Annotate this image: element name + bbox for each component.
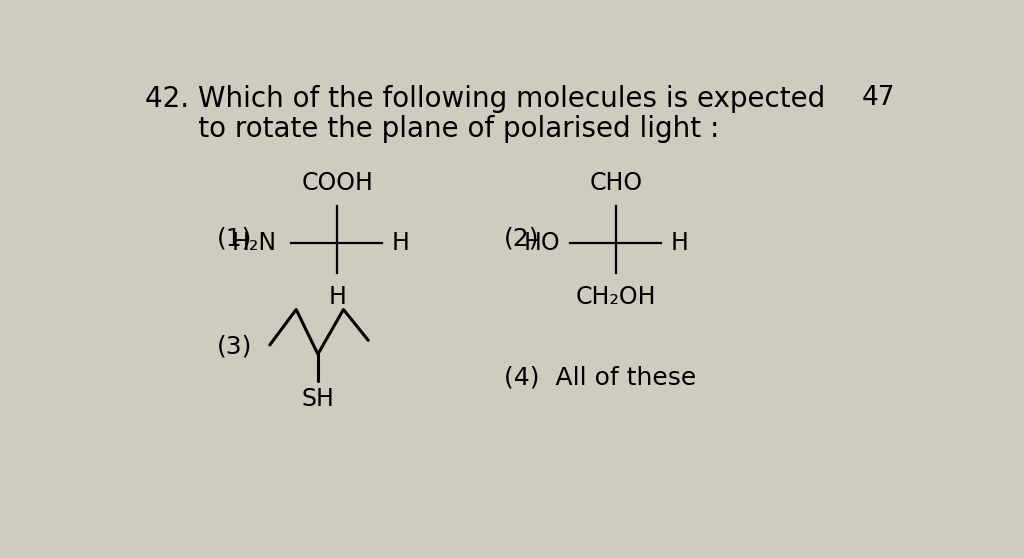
Text: H: H — [671, 230, 688, 254]
Text: HO: HO — [524, 230, 560, 254]
Text: CHO: CHO — [590, 171, 643, 195]
Text: (2): (2) — [504, 227, 540, 251]
Text: 42. Which of the following molecules is expected: 42. Which of the following molecules is … — [145, 85, 825, 113]
Text: CH₂OH: CH₂OH — [575, 285, 656, 309]
Text: (4)  All of these: (4) All of these — [504, 365, 696, 389]
Text: (1): (1) — [217, 227, 253, 251]
Text: 47: 47 — [862, 85, 895, 110]
Text: SH: SH — [301, 387, 334, 411]
Text: H₂N: H₂N — [231, 230, 276, 254]
Text: H: H — [329, 285, 346, 309]
Text: H: H — [391, 230, 410, 254]
Text: to rotate the plane of polarised light :: to rotate the plane of polarised light : — [145, 116, 720, 143]
Text: COOH: COOH — [301, 171, 373, 195]
Text: (3): (3) — [217, 334, 253, 358]
